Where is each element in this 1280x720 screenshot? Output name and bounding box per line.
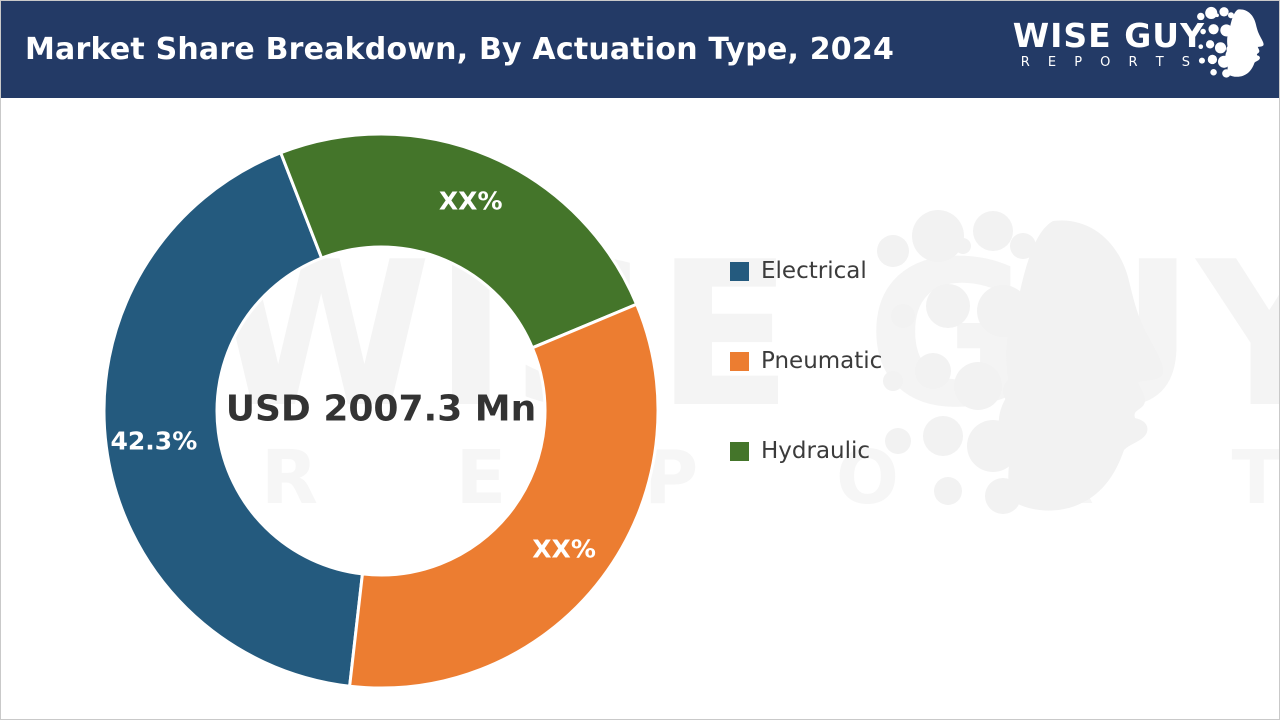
donut-segment-pneumatic xyxy=(347,302,660,690)
legend-swatch-pneumatic xyxy=(730,352,749,371)
segment-data-label: 42.3% xyxy=(111,426,198,455)
chart-legend: Electrical Pneumatic Hydraulic xyxy=(730,258,883,532)
page-title: Market Share Breakdown, By Actuation Typ… xyxy=(25,32,895,67)
donut-segment-hydraulic xyxy=(278,132,639,350)
legend-item-electrical: Electrical xyxy=(730,258,882,284)
wiseguy-logo: WISE GUY R E P O R T S xyxy=(1013,1,1271,98)
legend-label: Electrical xyxy=(761,258,867,284)
donut-segment-electrical xyxy=(102,150,365,688)
segment-data-label: XX% xyxy=(439,186,503,215)
logo-text: WISE GUY R E P O R T S xyxy=(1013,19,1205,69)
legend-label: Hydraulic xyxy=(761,438,871,464)
legend-item-hydraulic: Hydraulic xyxy=(730,438,882,464)
legend-label: Pneumatic xyxy=(761,348,883,374)
legend-item-pneumatic: Pneumatic xyxy=(730,348,883,374)
legend-swatch-electrical xyxy=(730,262,749,281)
logo-tagline: R E P O R T S xyxy=(1020,55,1198,70)
title-bar: Market Share Breakdown, By Actuation Typ… xyxy=(1,1,1279,98)
legend-swatch-hydraulic xyxy=(730,442,749,461)
segment-data-label: XX% xyxy=(532,535,596,564)
logo-face-icon xyxy=(1197,6,1264,78)
logo-wordmark: WISE GUY xyxy=(1012,16,1205,55)
chart-center-value: USD 2007.3 Mn xyxy=(225,388,537,430)
